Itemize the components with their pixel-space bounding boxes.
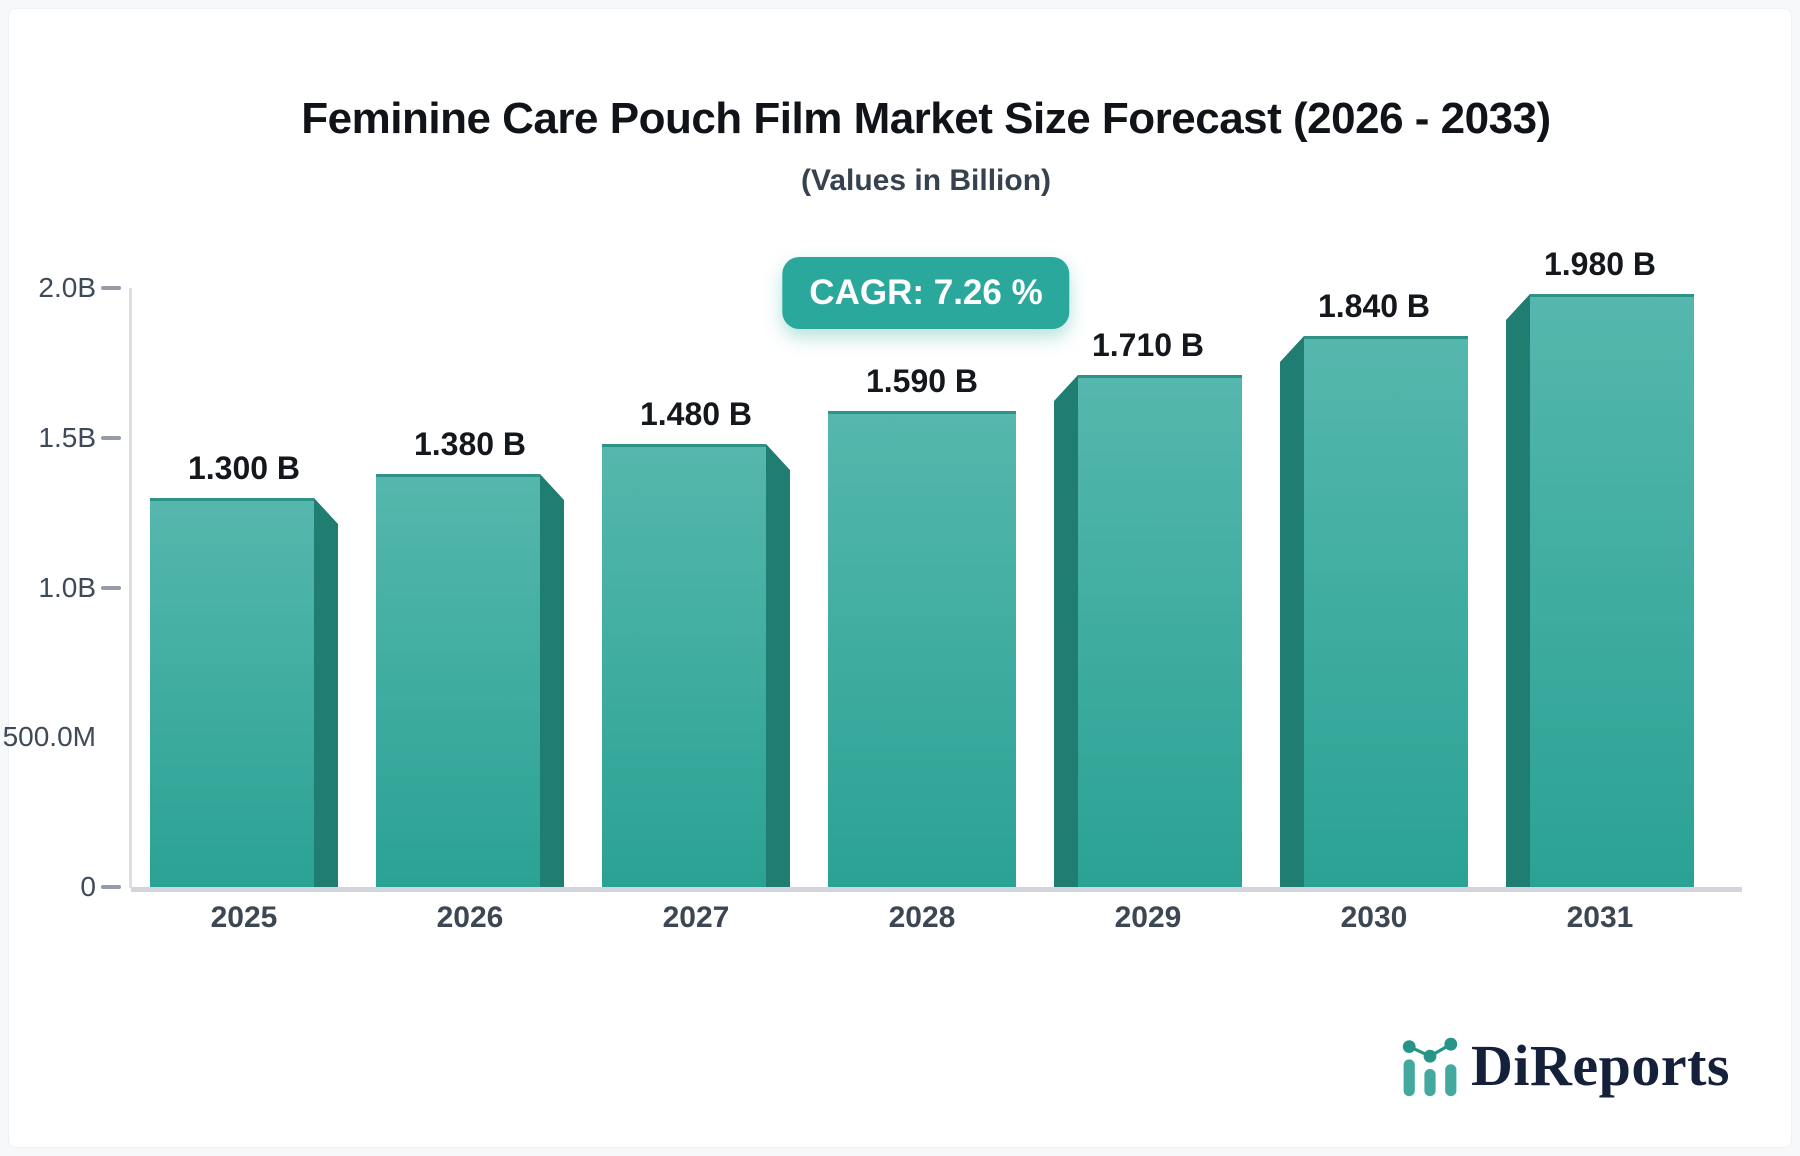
bar-3d-side — [1054, 375, 1078, 887]
bar-2027 — [602, 444, 790, 887]
y-axis-tick-mark — [101, 885, 121, 889]
x-axis-label: 2028 — [888, 901, 956, 934]
bar-2026 — [376, 474, 564, 887]
direports-logo: DiReports — [1398, 1030, 1730, 1100]
direports-logo-icon — [1402, 1037, 1458, 1097]
bar-value-label: 1.840 B — [1317, 288, 1431, 324]
cagr-badge: CAGR: 7.26 % — [782, 257, 1070, 329]
x-axis-label: 2031 — [1566, 901, 1634, 934]
bar-3d-side — [314, 498, 338, 887]
chart-title: Feminine Care Pouch Film Market Size For… — [301, 94, 1551, 143]
x-axis-label: 2030 — [1340, 901, 1408, 934]
bar-value-label: 1.300 B — [187, 450, 301, 486]
bar-face — [602, 444, 766, 887]
x-axis-line — [131, 887, 1742, 892]
brand-name: DiReports — [1470, 1032, 1730, 1098]
bar-value-label: 1.590 B — [865, 363, 979, 399]
bar-3d-side — [1280, 336, 1304, 887]
bar-3d-side — [766, 444, 790, 887]
bar-value-label: 1.480 B — [639, 396, 753, 432]
y-axis-tick-mark — [101, 435, 121, 440]
y-axis-tick-mark — [101, 286, 121, 290]
y-axis-tick-label: 1.5B — [38, 421, 96, 453]
bar-value-label: 1.980 B — [1543, 246, 1657, 282]
bar-3d-side — [1506, 294, 1530, 887]
bar-3d-side — [540, 474, 564, 887]
bar-face — [1078, 375, 1242, 887]
bar-2031 — [1506, 294, 1694, 887]
x-axis-label: 2029 — [1114, 901, 1182, 934]
y-axis-line — [129, 288, 132, 888]
bar-2029 — [1054, 375, 1242, 887]
y-axis-tick-label: 0 — [80, 871, 96, 902]
y-axis-tick-mark — [101, 585, 121, 590]
bar-2030 — [1280, 336, 1468, 887]
bar-2025 — [150, 498, 338, 887]
bar-face — [828, 411, 1016, 887]
y-axis-tick-label: 2.0B — [38, 272, 96, 303]
bar-face — [376, 474, 540, 887]
bar-value-label: 1.380 B — [413, 426, 527, 462]
y-axis-tick-label: 1.0B — [38, 571, 96, 603]
x-axis-label: 2027 — [662, 901, 730, 934]
bar-2028 — [828, 411, 1016, 887]
x-axis-label: 2026 — [436, 901, 504, 934]
chart-subtitle: (Values in Billion) — [800, 164, 1052, 197]
bar-face — [1530, 294, 1694, 887]
x-axis-label: 2025 — [210, 901, 278, 934]
y-axis-tick-label: 500.0M — [2, 721, 96, 753]
bar-value-label: 1.710 B — [1091, 327, 1205, 363]
bar-face — [150, 498, 314, 887]
bar-face — [1304, 336, 1468, 887]
